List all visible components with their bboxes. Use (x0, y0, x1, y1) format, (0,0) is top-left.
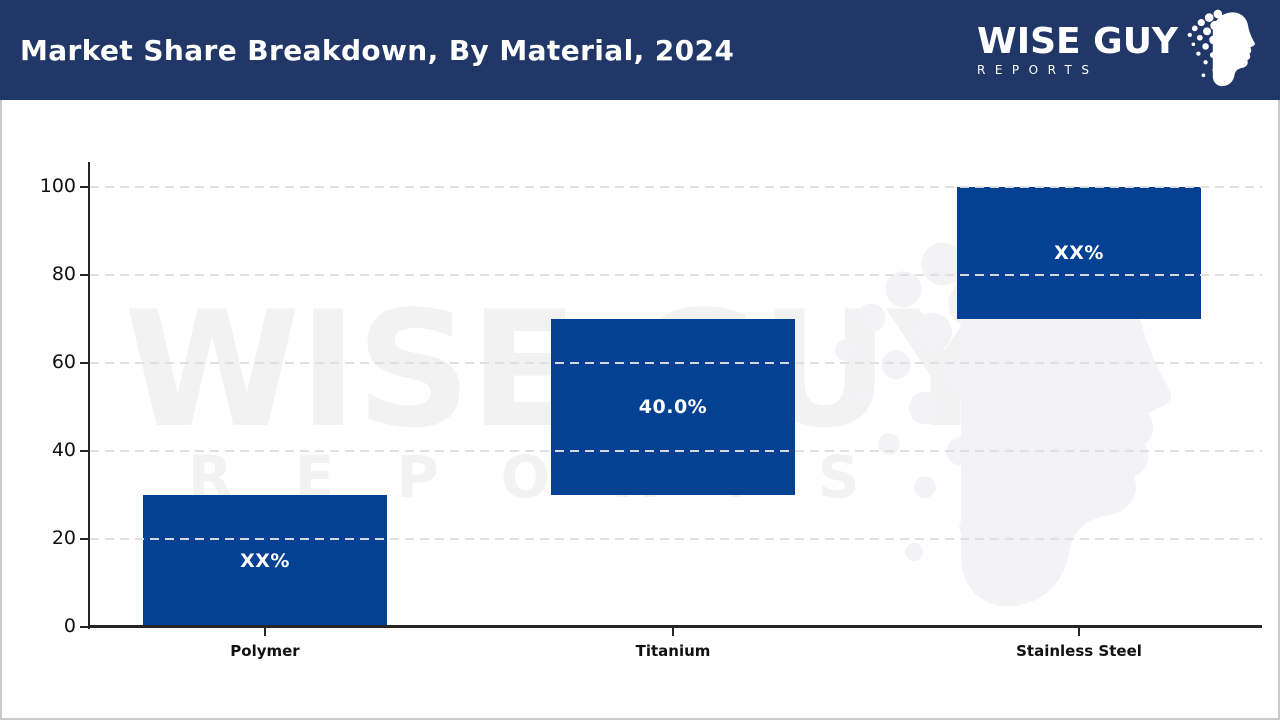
y-tickmark-80 (80, 274, 88, 276)
chart-area: WISE GUY REPORTS 020406080100XX%Polymer4… (0, 100, 1280, 720)
y-tick-label-80: 80 (51, 263, 76, 285)
x-tickmark-1 (672, 628, 674, 636)
y-tickmark-40 (80, 450, 88, 452)
page-title: Market Share Breakdown, By Material, 202… (20, 33, 735, 67)
bar-value-label: XX% (240, 550, 290, 572)
bar-value-label: 40.0% (638, 396, 708, 418)
x-category-label-2: Stainless Steel (1016, 642, 1142, 660)
y-tick-label-0: 0 (63, 615, 76, 637)
bar-value-label: XX% (1054, 242, 1104, 264)
x-category-label-0: Polymer (230, 642, 300, 660)
wiseguy-logo-text: WISE GUY REPORTS (976, 20, 1178, 77)
bar-stainless-steel: XX% (957, 187, 1201, 319)
brand-subtitle: REPORTS (976, 62, 1099, 77)
x-category-label-1: Titanium (635, 642, 711, 660)
x-axis-line (88, 625, 1262, 628)
wiseguy-face-icon (1184, 8, 1256, 92)
y-tickmark-20 (80, 538, 88, 540)
y-tick-label-100: 100 (39, 175, 76, 197)
y-tickmark-60 (80, 362, 88, 364)
y-tick-label-60: 60 (51, 351, 76, 373)
bar-polymer: XX% (143, 495, 387, 627)
y-tick-label-20: 20 (51, 527, 76, 549)
brand-name: WISE GUY (976, 20, 1178, 62)
x-tickmark-2 (1078, 628, 1080, 636)
bar-titanium: 40.0% (551, 319, 795, 495)
y-tickmark-0 (80, 626, 88, 628)
y-tickmark-100 (80, 186, 88, 188)
header-bar: Market Share Breakdown, By Material, 202… (0, 0, 1280, 100)
y-axis-line (88, 162, 90, 629)
y-tick-label-40: 40 (51, 439, 76, 461)
x-tickmark-0 (264, 628, 266, 636)
wiseguy-logo: WISE GUY REPORTS (977, 8, 1256, 92)
